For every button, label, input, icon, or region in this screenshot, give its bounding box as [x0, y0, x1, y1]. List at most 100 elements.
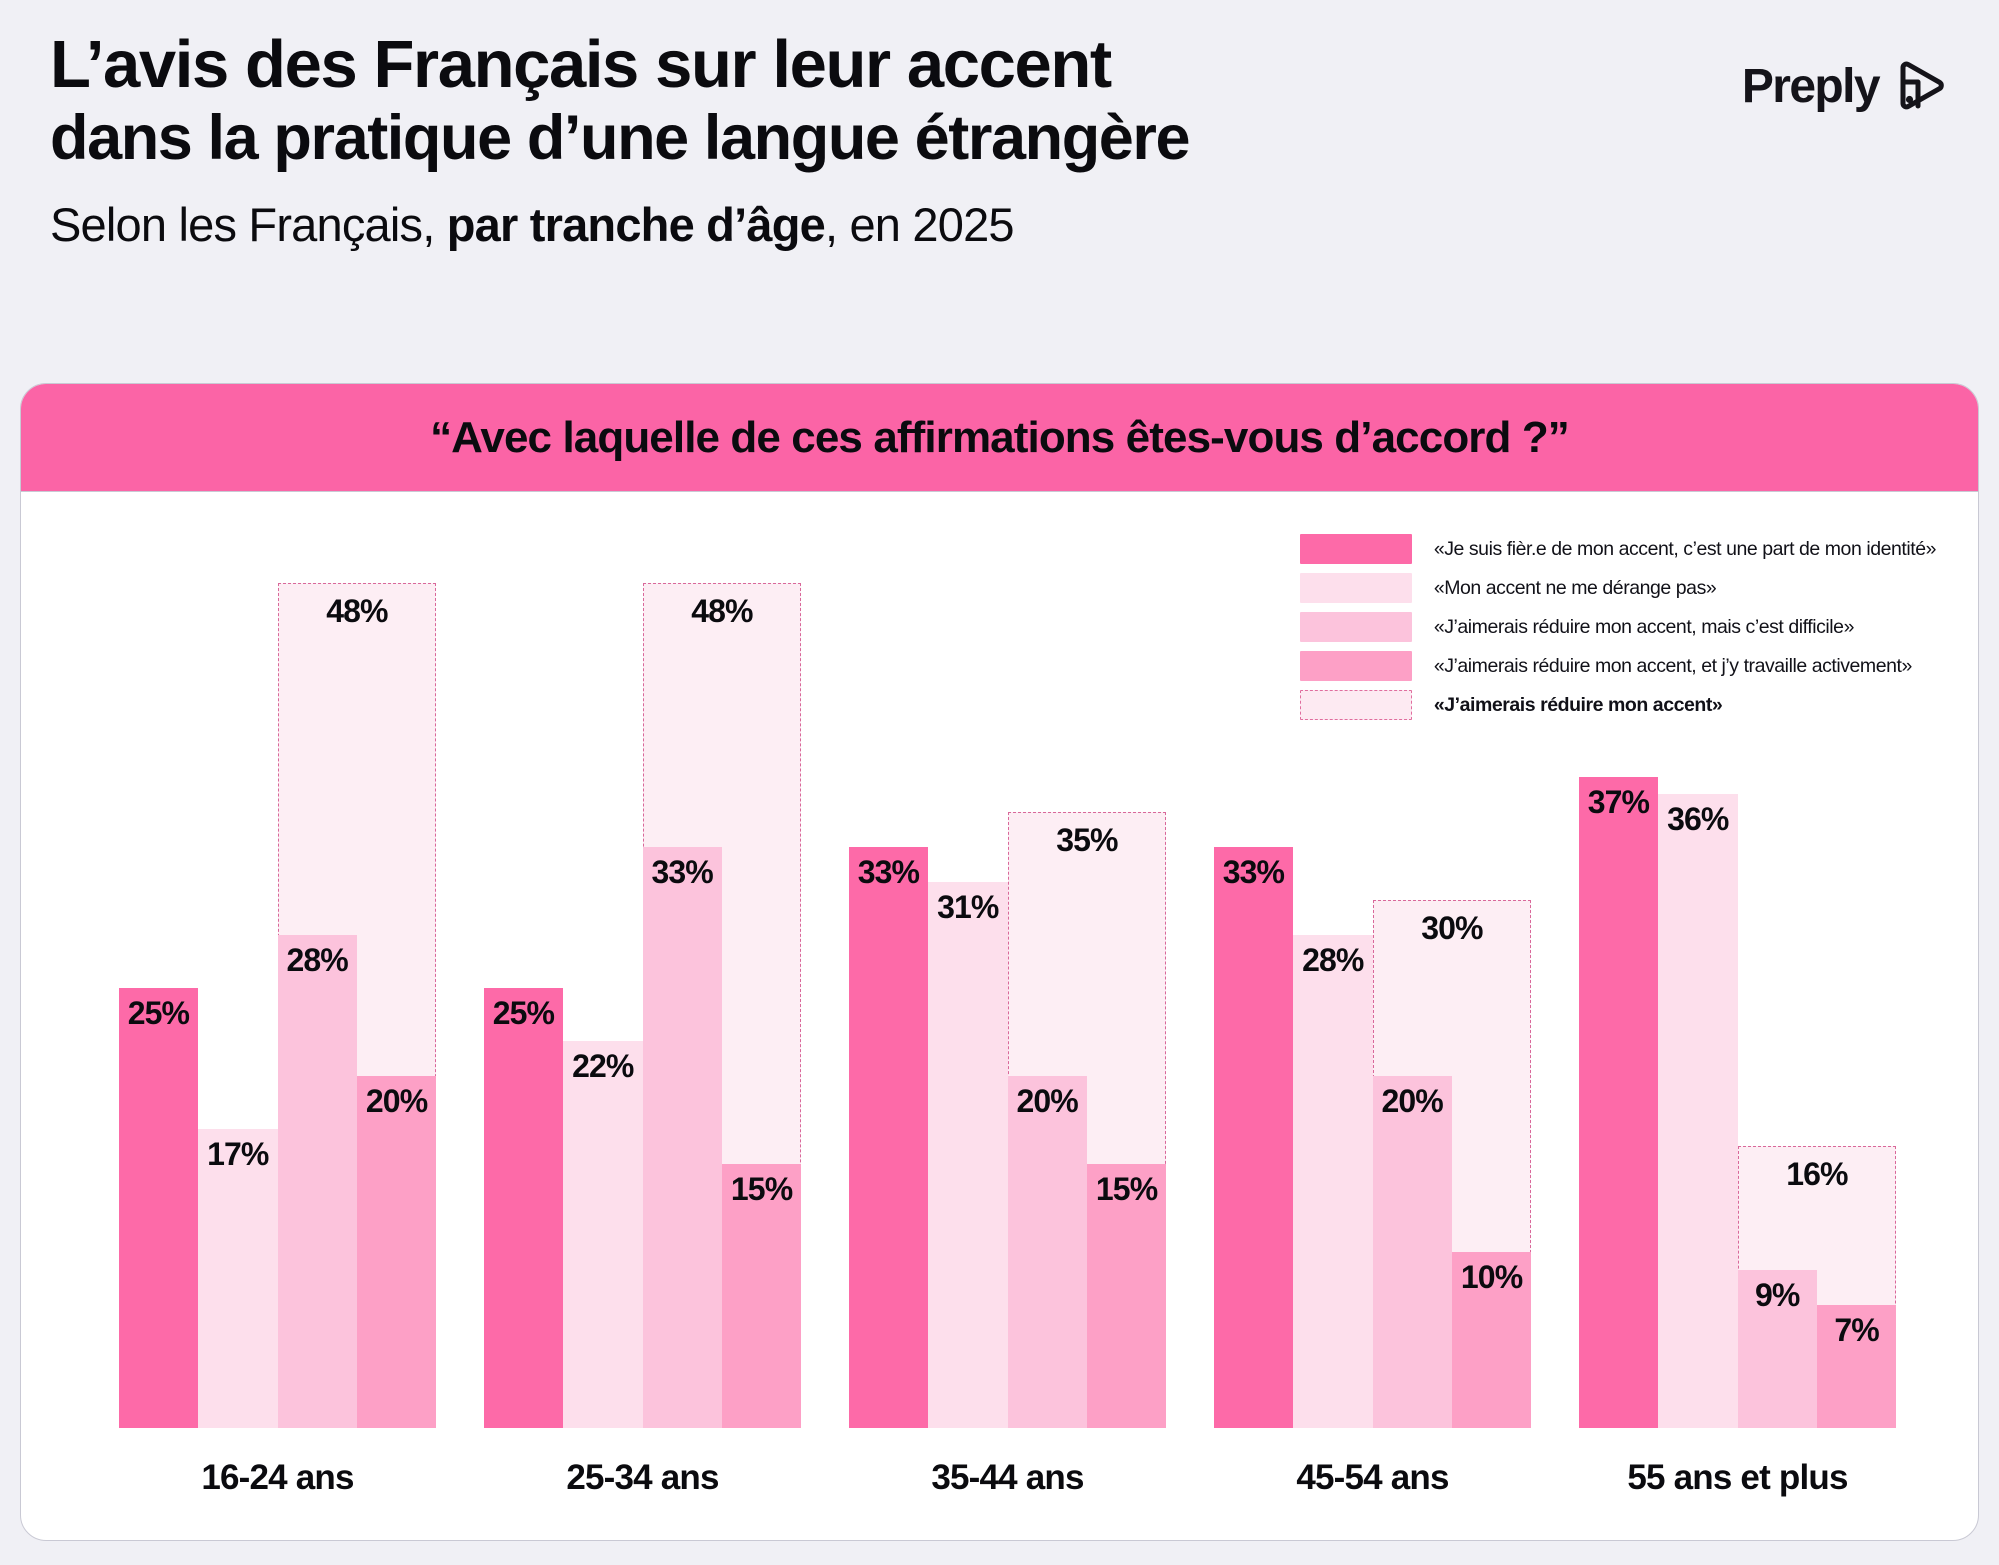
bar-series-4[interactable]: 15%: [1086, 1164, 1167, 1428]
bar-value-label: 37%: [1587, 783, 1650, 820]
bar-group-bars: 48% 25% 22% 33% 15%: [483, 548, 802, 1428]
bar-series-2[interactable]: 36%: [1658, 794, 1738, 1428]
brand-name: Preply: [1741, 59, 1881, 113]
x-axis: 16-24 ans 25-34 ans 35-44 ans 45-54 ans 55 a…: [95, 1438, 1920, 1518]
x-axis-label: 55 ans et plus: [1627, 1458, 1848, 1497]
bar-value-label: 17%: [207, 1135, 269, 1172]
bar-value-label: 33%: [651, 854, 714, 891]
bar-groups: 48% 25% 17% 28% 20% 48% 25% 22% 33% 15% 35% 33% 31% 2…: [95, 548, 1920, 1428]
chart-card: “Avec laquelle de ces affirmations êtes-…: [20, 383, 1979, 1541]
bar-series-3[interactable]: 9%: [1737, 1269, 1817, 1428]
bar-value-label: 28%: [1302, 942, 1364, 979]
bar-series-4[interactable]: 15%: [721, 1164, 802, 1428]
total-bar-value: 48%: [691, 593, 753, 630]
page-title-line-1: L’avis des Français sur leur accent: [50, 27, 1112, 102]
bar-value-label: 7%: [1834, 1311, 1879, 1348]
bar-series-1[interactable]: 33%: [1213, 847, 1294, 1428]
legend-swatch-3: [1299, 612, 1412, 642]
bar-series-4[interactable]: 20%: [356, 1076, 437, 1428]
x-axis-label: 16-24 ans: [201, 1458, 354, 1497]
total-bar-value: 30%: [1421, 910, 1483, 946]
subtitle-pre: Selon les Français,: [50, 197, 447, 251]
legend-swatch-4: [1299, 651, 1412, 681]
subtitle-emphasis: par tranche d’âge: [446, 197, 826, 251]
legend-swatch-1: [1299, 534, 1412, 564]
bar-group-2: 48% 25% 22% 33% 15%: [460, 548, 825, 1428]
x-axis-tick-1: 16-24 ans: [95, 1438, 460, 1518]
legend-swatch-2: [1299, 573, 1412, 603]
bar-series-3[interactable]: 20%: [1007, 1076, 1087, 1428]
bar-value-label: 20%: [1016, 1083, 1079, 1119]
total-bar-value: 48%: [326, 593, 388, 630]
legend-label-3: «J’aimerais réduire mon accent, mais c’e…: [1433, 615, 1855, 638]
bar-value-label: 28%: [286, 942, 349, 979]
legend-label-5: «J’aimerais réduire mon accent»: [1433, 693, 1723, 716]
x-axis-tick-3: 35-44 ans: [825, 1438, 1190, 1518]
bar-series-3[interactable]: 20%: [1372, 1076, 1452, 1428]
bar-group-1: 48% 25% 17% 28% 20%: [95, 548, 460, 1428]
bar-series-3[interactable]: 33%: [642, 847, 722, 1428]
legend-swatch-5: [1299, 690, 1412, 720]
total-bar-value: 35%: [1056, 822, 1118, 858]
x-axis-tick-4: 45-54 ans: [1190, 1438, 1555, 1518]
bar-value-label: 20%: [1381, 1083, 1444, 1119]
x-axis-label: 25-34 ans: [566, 1458, 719, 1497]
bar-value-label: 10%: [1460, 1259, 1523, 1295]
legend-item-4[interactable]: «J’aimerais réduire mon accent, et j’y t…: [1299, 651, 1936, 681]
x-axis-tick-2: 25-34 ans: [460, 1438, 825, 1518]
bar-value-label: 22%: [572, 1047, 634, 1084]
bar-group-4: 30% 33% 28% 20% 10%: [1190, 548, 1555, 1428]
legend-item-2[interactable]: «Mon accent ne me dérange pas»: [1299, 573, 1936, 603]
chart-plot-area: 48% 25% 17% 28% 20% 48% 25% 22% 33% 15% 35% 33% 31% 2…: [95, 548, 1920, 1428]
bar-series-1[interactable]: 25%: [118, 988, 199, 1428]
total-bar-value: 16%: [1786, 1156, 1848, 1193]
bar-value-label: 36%: [1667, 801, 1729, 838]
bar-value-label: 9%: [1754, 1276, 1800, 1313]
page-subtitle: Selon les Français, par tranche d’âge, e…: [50, 199, 1650, 251]
bar-group-5: 16% 37% 36% 9% 7%: [1555, 548, 1920, 1428]
legend-label-2: «Mon accent ne me dérange pas»: [1433, 576, 1717, 599]
bar-value-label: 25%: [127, 995, 190, 1031]
bar-series-3[interactable]: 28%: [277, 935, 357, 1428]
page-title-line-2: dans la pratique d’une langue étrangère: [50, 102, 1191, 173]
bar-group-3: 35% 33% 31% 20% 15%: [825, 548, 1190, 1428]
chart-legend: «Je suis fièr.e de mon accent, c’est une…: [1299, 534, 1937, 720]
title-block: L’avis des Français sur leur accent dans…: [50, 28, 1650, 251]
bar-group-bars: 16% 37% 36% 9% 7%: [1578, 548, 1897, 1428]
bar-group-bars: 35% 33% 31% 20% 15%: [848, 548, 1167, 1428]
bar-series-2[interactable]: 31%: [928, 882, 1008, 1428]
bar-value-label: 15%: [730, 1171, 793, 1207]
bar-value-label: 31%: [937, 889, 999, 926]
legend-label-1: «Je suis fièr.e de mon accent, c’est une…: [1433, 537, 1937, 560]
bar-group-bars: 48% 25% 17% 28% 20%: [118, 548, 437, 1428]
chart-question-text: “Avec laquelle de ces affirmations êtes-…: [430, 412, 1570, 462]
bar-series-1[interactable]: 25%: [483, 988, 564, 1428]
bar-series-1[interactable]: 37%: [1578, 776, 1659, 1428]
bar-value-label: 15%: [1095, 1171, 1158, 1207]
x-axis-label: 45-54 ans: [1296, 1458, 1449, 1497]
bar-series-2[interactable]: 17%: [198, 1128, 278, 1428]
bar-series-2[interactable]: 22%: [563, 1040, 643, 1428]
x-axis-tick-5: 55 ans et plus: [1555, 1438, 1920, 1518]
chart-body: «Je suis fièr.e de mon accent, c’est une…: [21, 492, 1978, 1540]
bar-value-label: 20%: [365, 1083, 428, 1119]
chart-question-banner: “Avec laquelle de ces affirmations êtes-…: [21, 384, 1978, 492]
brand-logo: Preply: [1742, 56, 1949, 116]
bar-group-bars: 30% 33% 28% 20% 10%: [1213, 548, 1532, 1428]
x-axis-label: 35-44 ans: [931, 1458, 1084, 1497]
bar-value-label: 33%: [1222, 854, 1285, 891]
preply-play-bubble-icon: [1900, 61, 1944, 110]
bar-series-1[interactable]: 33%: [848, 847, 929, 1428]
legend-label-4: «J’aimerais réduire mon accent, et j’y t…: [1433, 654, 1913, 677]
legend-item-3[interactable]: «J’aimerais réduire mon accent, mais c’e…: [1299, 612, 1936, 642]
page-header: L’avis des Français sur leur accent dans…: [50, 28, 1949, 368]
bar-value-label: 33%: [857, 854, 920, 891]
bar-value-label: 25%: [492, 995, 555, 1031]
subtitle-post: , en 2025: [824, 197, 1015, 251]
legend-item-5[interactable]: «J’aimerais réduire mon accent»: [1299, 690, 1936, 720]
legend-item-1[interactable]: «Je suis fièr.e de mon accent, c’est une…: [1299, 534, 1937, 564]
bar-series-4[interactable]: 7%: [1816, 1304, 1897, 1428]
bar-series-2[interactable]: 28%: [1293, 935, 1373, 1428]
bar-series-4[interactable]: 10%: [1451, 1252, 1532, 1428]
